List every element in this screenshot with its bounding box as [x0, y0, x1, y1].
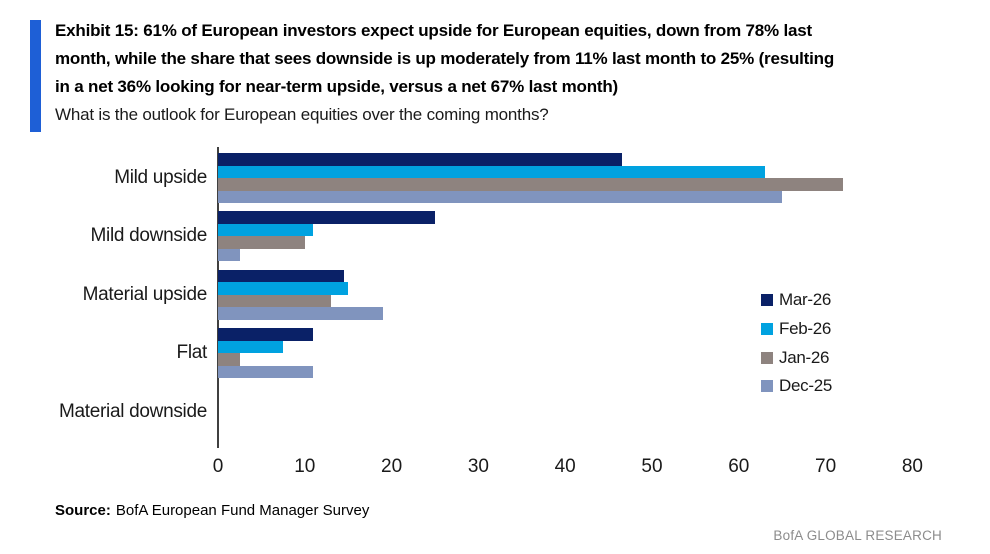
category-label: Material downside: [58, 400, 207, 422]
bar-dec-25-flat: [218, 365, 314, 379]
bar-dec-25-material-upside: [218, 307, 383, 320]
bar-jan-26-mild-upside: [218, 178, 843, 191]
x-tick-label: 30: [467, 456, 489, 477]
bar-feb-26-flat: [218, 340, 284, 354]
category-label: Mild upside: [114, 167, 207, 188]
bar-jan-26-flat: [218, 353, 240, 366]
bar-dec-25-mild-upside: [218, 190, 783, 203]
bar-feb-26-mild-upside: [218, 165, 765, 178]
category-label: Material upside: [82, 283, 208, 305]
title-accent-bar: [30, 20, 41, 132]
bar-mar-26-mild-downside: [218, 211, 435, 224]
legend-label-mar-26: Mar-26: [779, 290, 832, 309]
bar-feb-26-material-upside: [218, 282, 349, 295]
source-text: BofA European Fund Manager Survey: [115, 502, 370, 519]
legend-label-feb-26: Feb-26: [779, 318, 832, 338]
bar-dec-25-mild-downside: [218, 248, 240, 262]
x-tick-label: 60: [728, 456, 750, 477]
bar-mar-26-mild-upside: [218, 153, 622, 166]
exhibit-header: Exhibit 15: 61% of European investors ex…: [55, 17, 834, 129]
bar-mar-26-material-upside: [218, 269, 344, 283]
x-tick-label: 0: [212, 456, 224, 477]
exhibit-title-line-3: in a net 36% looking for near-term upsid…: [55, 77, 618, 96]
legend-swatch-jan-26: [761, 351, 773, 364]
x-tick-label: 80: [901, 456, 923, 477]
legend-label-dec-25: Dec-25: [779, 376, 833, 396]
chart-question: What is the outlook for European equitie…: [55, 105, 549, 124]
x-tick-label: 20: [381, 456, 403, 477]
legend-label-jan-26: Jan-26: [779, 347, 830, 367]
legend-swatch-dec-25: [761, 380, 773, 393]
exhibit-title-line-1: Exhibit 15: 61% of European investors ex…: [55, 21, 812, 40]
legend-item-mar-26: Mar-26: [761, 290, 831, 310]
legend-item-jan-26: Jan-26: [761, 348, 829, 368]
legend-swatch-feb-26: [761, 322, 773, 335]
bar-jan-26-mild-downside: [218, 236, 305, 249]
legend-item-feb-26: Feb-26: [761, 319, 831, 339]
x-tick-label: 50: [641, 456, 663, 477]
x-tick-label: 70: [815, 456, 837, 477]
x-tick-label: 40: [554, 456, 576, 477]
category-label: Flat: [176, 342, 208, 364]
bofa-global-research-brand: BofA GLOBAL RESEARCH: [773, 528, 942, 543]
bar-jan-26-material-upside: [218, 294, 331, 308]
bar-feb-26-mild-downside: [218, 223, 314, 237]
legend-swatch-mar-26: [761, 294, 773, 306]
x-tick-label: 10: [294, 456, 316, 477]
source-label: Source:: [55, 502, 111, 519]
category-label: Mild downside: [90, 225, 208, 247]
exhibit-title-line-2: month, while the share that sees downsid…: [55, 49, 835, 68]
legend-item-dec-25: Dec-25: [761, 376, 832, 396]
source-note: Source: BofA European Fund Manager Survey: [55, 502, 369, 519]
bar-mar-26-flat: [218, 328, 314, 341]
